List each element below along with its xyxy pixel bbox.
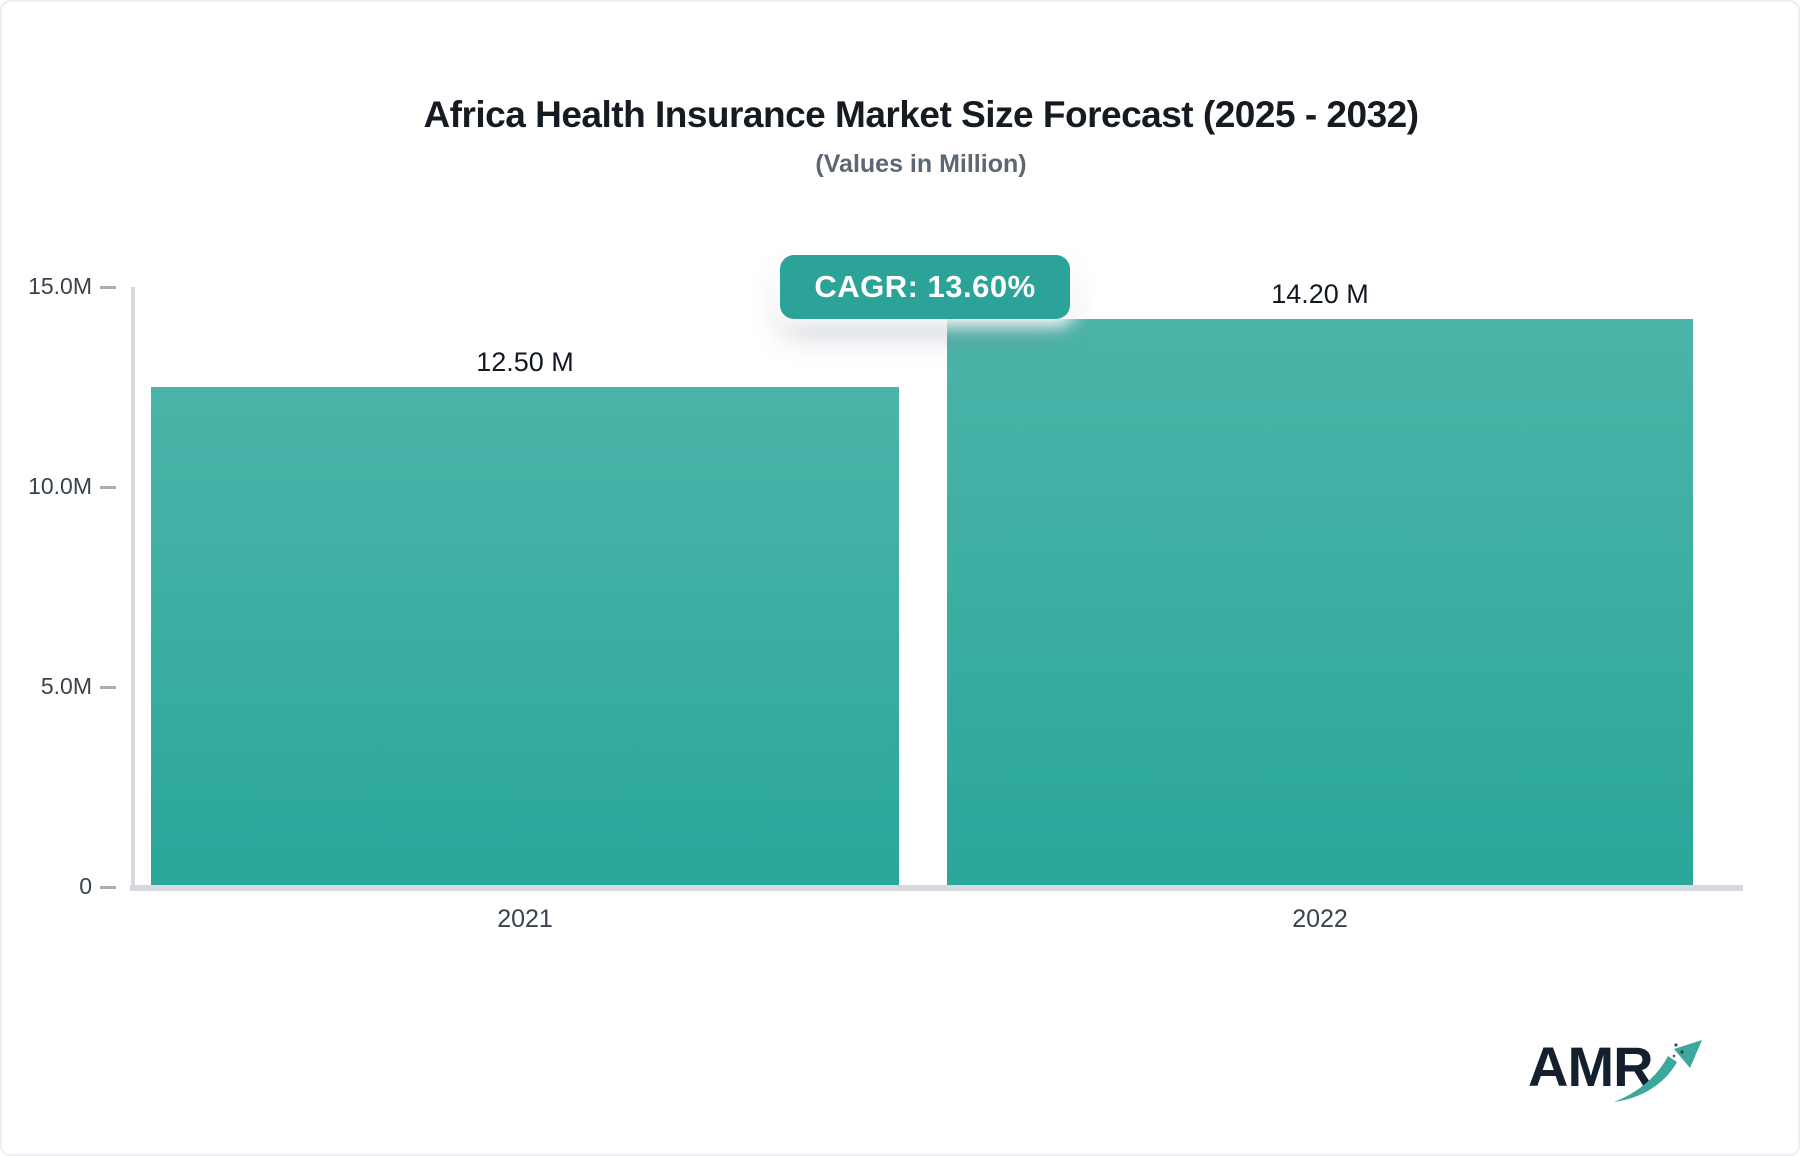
y-tick-mark — [100, 286, 116, 289]
y-axis-line — [131, 287, 135, 885]
chart-title: Africa Health Insurance Market Size Fore… — [423, 94, 1419, 135]
bar-value-label: 12.50 M — [476, 347, 574, 377]
cagr-label: CAGR: 13.60% — [814, 269, 1036, 304]
amr-logo: AMR — [1528, 1028, 1708, 1118]
y-tick-label: 0 — [79, 873, 92, 899]
y-tick-mark — [100, 486, 116, 489]
bar-2022 — [947, 319, 1693, 885]
amr-logo-text: AMR — [1528, 1035, 1654, 1098]
y-tick-label: 15.0M — [28, 273, 92, 299]
chart-subtitle: (Values in Million) — [815, 150, 1027, 178]
cagr-badge: CAGR: 13.60% — [780, 255, 1070, 319]
x-tick-label: 2022 — [1292, 905, 1348, 933]
y-tick-mark — [100, 886, 116, 889]
x-tick-label: 2021 — [497, 905, 553, 933]
growth-arrow-icon — [1614, 1040, 1702, 1102]
y-tick-label: 5.0M — [40, 673, 92, 699]
bar-value-label: 14.20 M — [1271, 279, 1369, 309]
x-axis-line — [130, 885, 1743, 891]
y-tick-label: 10.0M — [28, 473, 92, 499]
y-tick-mark — [100, 686, 116, 689]
bar-2021 — [151, 387, 899, 885]
